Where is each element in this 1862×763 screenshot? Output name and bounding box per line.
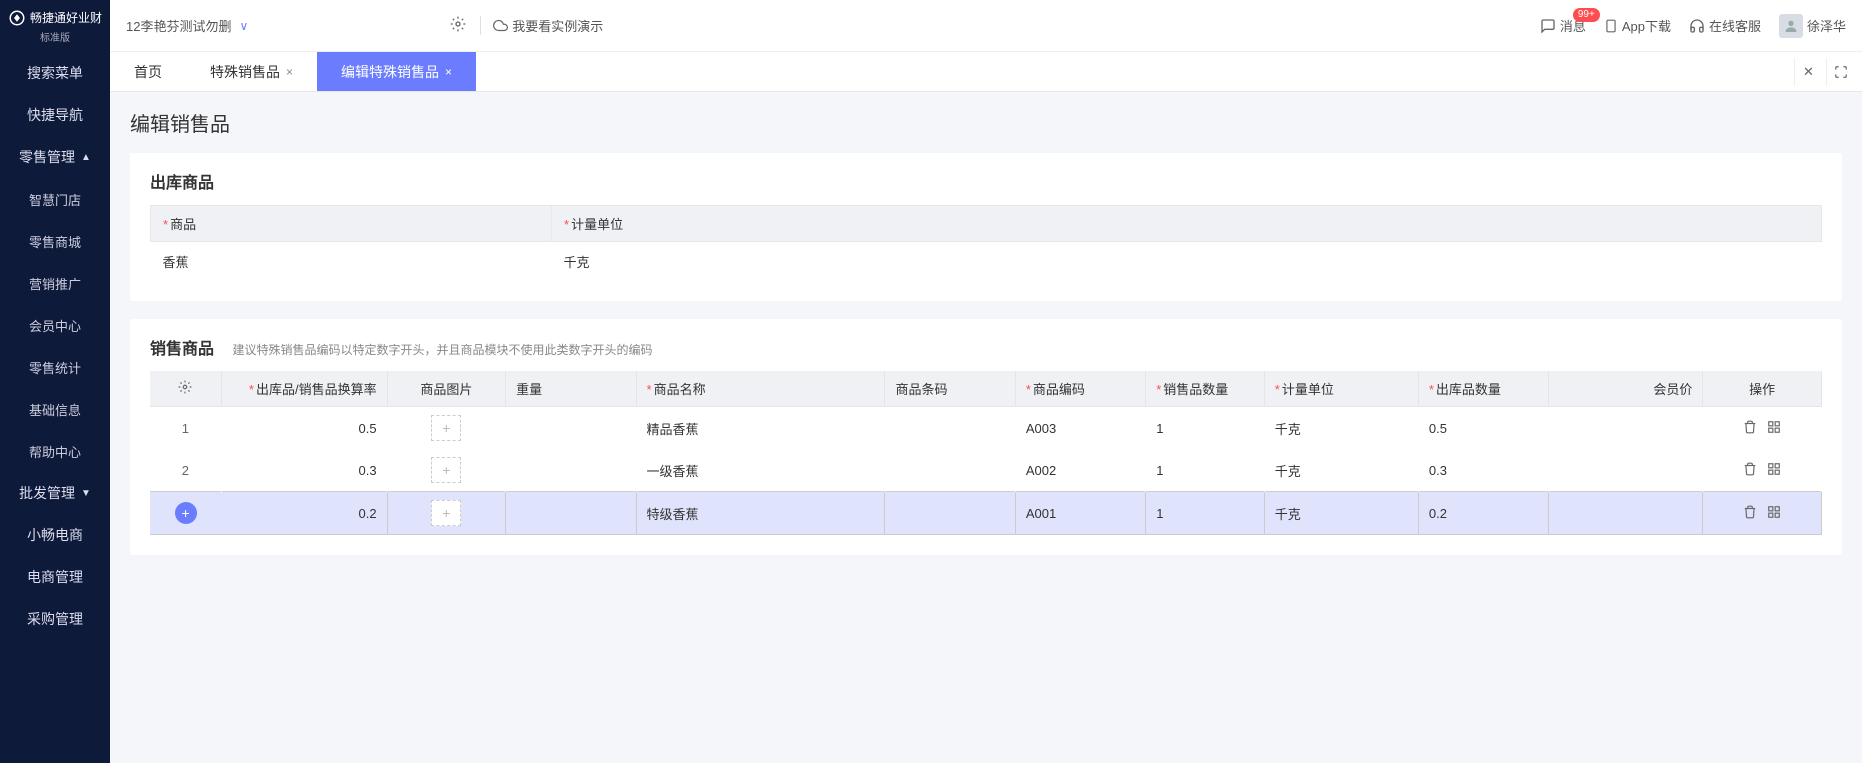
qr-icon[interactable] — [1767, 505, 1781, 522]
out-col-unit: 计量单位 — [571, 217, 623, 232]
col-barcode: 商品条码 — [895, 382, 947, 397]
add-row-button[interactable]: + — [175, 502, 197, 524]
demo-link[interactable]: 我要看实例演示 — [480, 16, 603, 35]
brand-edition: 标准版 — [40, 29, 70, 44]
col-weight: 重量 — [516, 382, 542, 397]
sidebar-item[interactable]: 批发管理▼ — [0, 472, 110, 514]
col-outqty: 出库品数量 — [1436, 382, 1501, 397]
image-upload[interactable]: + — [431, 415, 461, 441]
sidebar-item[interactable]: 营销推广 — [0, 262, 110, 304]
qr-icon[interactable] — [1767, 420, 1781, 437]
tab[interactable]: 首页 — [110, 52, 186, 91]
delete-icon[interactable] — [1743, 462, 1757, 479]
sidebar-item[interactable]: 电商管理 — [0, 556, 110, 598]
gear-icon[interactable] — [444, 16, 472, 36]
sidebar-item[interactable]: 小畅电商 — [0, 514, 110, 556]
col-code: 商品编码 — [1033, 382, 1085, 397]
sidebar-item[interactable]: 零售商城 — [0, 220, 110, 262]
outbound-panel: 出库商品 *商品 *计量单位 香蕉 千克 — [130, 153, 1842, 301]
messages-badge: 99+ — [1573, 8, 1600, 22]
cloud-icon — [493, 18, 508, 33]
fullscreen-button[interactable] — [1826, 58, 1854, 86]
chevron-down-icon: ∨ — [239, 19, 248, 33]
sidebar-item[interactable]: 采购管理 — [0, 598, 110, 640]
brand-logo: 畅捷通好业财 标准版 — [0, 0, 110, 52]
sidebar-item[interactable]: 会员中心 — [0, 304, 110, 346]
row-settings-header[interactable] — [150, 371, 221, 407]
close-icon[interactable]: × — [445, 65, 452, 79]
sidebar-item[interactable]: 帮助中心 — [0, 430, 110, 472]
org-selector[interactable]: 12李艳芬测试勿删 ∨ — [126, 16, 428, 35]
close-icon[interactable]: × — [286, 65, 293, 79]
col-img: 商品图片 — [420, 382, 472, 397]
page-title: 编辑销售品 — [130, 108, 1842, 137]
sidebar-item[interactable]: 快捷导航 — [0, 94, 110, 136]
sales-title: 销售商品 — [150, 341, 214, 358]
user-menu[interactable]: 徐泽华 — [1779, 14, 1846, 38]
col-unit: 计量单位 — [1282, 382, 1334, 397]
table-row[interactable]: 10.5+精品香蕉A0031千克0.5 — [150, 407, 1822, 450]
col-saleqty: 销售品数量 — [1163, 382, 1228, 397]
sidebar-item[interactable]: 零售统计 — [0, 346, 110, 388]
out-col-product: 商品 — [170, 217, 196, 232]
app-download-button[interactable]: App下载 — [1604, 16, 1671, 35]
message-icon — [1540, 18, 1556, 34]
sales-hint: 建议特殊销售品编码以特定数字开头，并且商品模块不使用此类数字开头的编码 — [232, 343, 652, 357]
org-name: 12李艳芬测试勿删 — [126, 16, 231, 35]
headset-icon — [1689, 18, 1705, 34]
sidebar-item[interactable]: 智慧门店 — [0, 178, 110, 220]
brand-name: 畅捷通好业财 — [30, 9, 102, 26]
col-memberprice: 会员价 — [1653, 382, 1692, 397]
image-upload[interactable]: + — [431, 457, 461, 483]
topbar: 12李艳芬测试勿删 ∨ 我要看实例演示 消息 99+ — [110, 0, 1862, 52]
out-product-value: 香蕉 — [151, 242, 552, 282]
sales-panel: 销售商品 建议特殊销售品编码以特定数字开头，并且商品模块不使用此类数字开头的编码 — [130, 319, 1842, 555]
close-all-tabs-button[interactable]: ✕ — [1794, 58, 1822, 86]
sidebar-item[interactable]: 基础信息 — [0, 388, 110, 430]
out-unit-value: 千克 — [552, 242, 1822, 282]
table-row[interactable]: +0.2+特级香蕉A0011千克0.2 — [150, 492, 1822, 535]
customer-service-button[interactable]: 在线客服 — [1689, 16, 1761, 35]
col-name: 商品名称 — [654, 382, 706, 397]
delete-icon[interactable] — [1743, 505, 1757, 522]
sidebar-item[interactable]: 零售管理▲ — [0, 136, 110, 178]
table-row[interactable]: 20.3+一级香蕉A0021千克0.3 — [150, 449, 1822, 492]
outbound-title: 出库商品 — [150, 169, 1822, 193]
tab[interactable]: 编辑特殊销售品× — [317, 52, 476, 91]
mobile-icon — [1604, 18, 1618, 34]
image-upload[interactable]: + — [431, 500, 461, 526]
col-ops: 操作 — [1749, 382, 1775, 397]
brand-icon — [8, 9, 26, 27]
sidebar: 畅捷通好业财 标准版 搜索菜单快捷导航零售管理▲智慧门店零售商城营销推广会员中心… — [0, 0, 110, 763]
avatar-icon — [1779, 14, 1803, 38]
tabs-bar: 首页特殊销售品×编辑特殊销售品× ✕ — [110, 52, 1862, 92]
messages-button[interactable]: 消息 99+ — [1540, 16, 1586, 35]
qr-icon[interactable] — [1767, 462, 1781, 479]
col-rate: 出库品/销售品换算率 — [256, 382, 377, 397]
sidebar-item[interactable]: 搜索菜单 — [0, 52, 110, 94]
delete-icon[interactable] — [1743, 420, 1757, 437]
tab[interactable]: 特殊销售品× — [186, 52, 317, 91]
